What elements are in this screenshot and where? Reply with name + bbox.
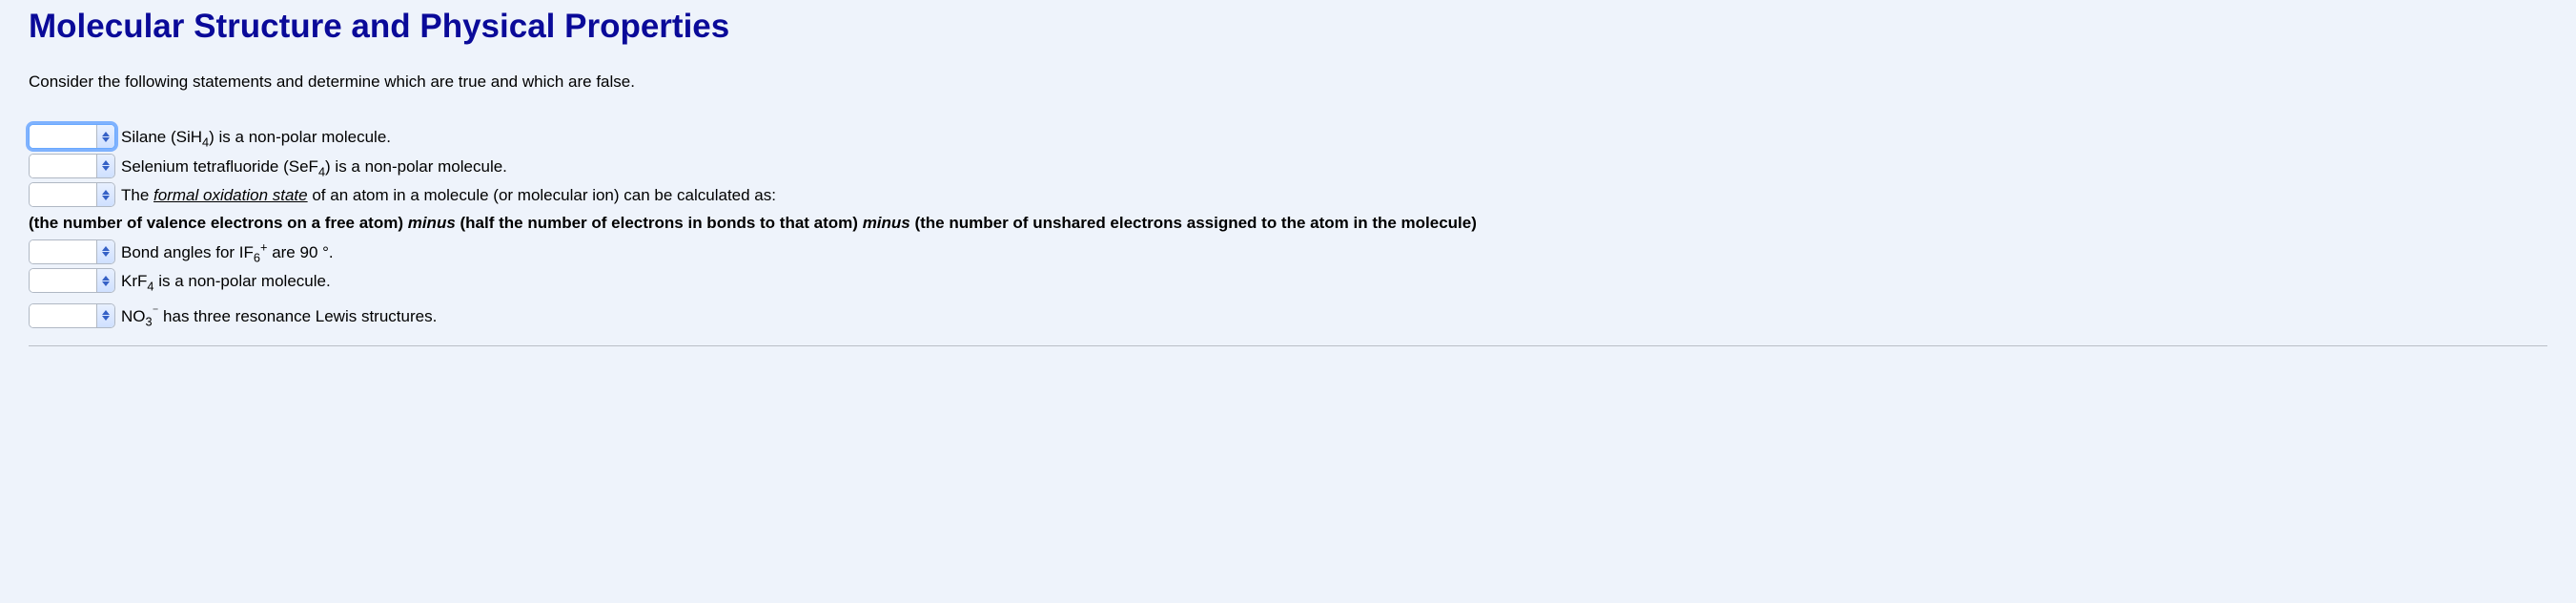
answer-select-6[interactable] [29, 303, 115, 328]
answer-select-2[interactable] [29, 154, 115, 178]
statement-text-3: The formal oxidation state of an atom in… [121, 182, 776, 208]
intro-text: Consider the following statements and de… [29, 73, 2547, 92]
statement-text-1: Silane (SiH4) is a non-polar molecule. [121, 124, 391, 150]
statement-row-5: KrF4 is a non-polar molecule. [29, 268, 2547, 294]
chevron-up-down-icon [96, 155, 114, 177]
statement-row-6: NO3⁻ has three resonance Lewis structure… [29, 303, 2547, 329]
answer-select-5[interactable] [29, 268, 115, 293]
answer-select-3[interactable] [29, 182, 115, 207]
chevron-up-down-icon [96, 304, 114, 327]
statement-row-3: The formal oxidation state of an atom in… [29, 182, 2547, 208]
answer-select-4[interactable] [29, 239, 115, 264]
answer-select-1[interactable] [29, 124, 115, 149]
statement-text-2: Selenium tetrafluoride (SeF4) is a non-p… [121, 154, 507, 179]
chevron-up-down-icon [96, 183, 114, 206]
statement-row-1: Silane (SiH4) is a non-polar molecule. [29, 124, 2547, 150]
page-title: Molecular Structure and Physical Propert… [29, 4, 2547, 46]
statement-row-4: Bond angles for IF6+ are 90 °. [29, 239, 2547, 265]
statement-text-6: NO3⁻ has three resonance Lewis structure… [121, 303, 437, 329]
section-divider [29, 345, 2547, 346]
formula-line: (the number of valence electrons on a fr… [29, 212, 2547, 236]
statement-text-4: Bond angles for IF6+ are 90 °. [121, 239, 334, 265]
statement-row-2: Selenium tetrafluoride (SeF4) is a non-p… [29, 154, 2547, 179]
chevron-up-down-icon [96, 125, 114, 148]
chevron-up-down-icon [96, 240, 114, 263]
chevron-up-down-icon [96, 269, 114, 292]
statement-text-5: KrF4 is a non-polar molecule. [121, 268, 331, 294]
